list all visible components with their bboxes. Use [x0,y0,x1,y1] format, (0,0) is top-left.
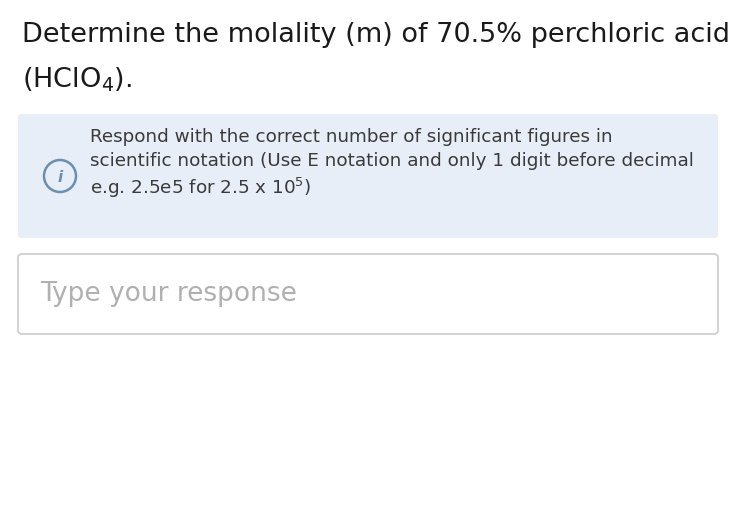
Text: e.g. 2.5e5 for 2.5 x 10$^5$): e.g. 2.5e5 for 2.5 x 10$^5$) [90,176,311,200]
Text: (HClO$_4$).: (HClO$_4$). [22,66,132,95]
FancyBboxPatch shape [18,114,718,238]
Text: Determine the molality (m) of 70.5% perchloric acid: Determine the molality (m) of 70.5% perc… [22,22,730,48]
Text: Type your response: Type your response [40,281,297,307]
Text: scientific notation (Use E notation and only 1 digit before decimal: scientific notation (Use E notation and … [90,152,694,170]
FancyBboxPatch shape [18,254,718,334]
Text: i: i [57,170,63,185]
Text: Respond with the correct number of significant figures in: Respond with the correct number of signi… [90,128,612,146]
